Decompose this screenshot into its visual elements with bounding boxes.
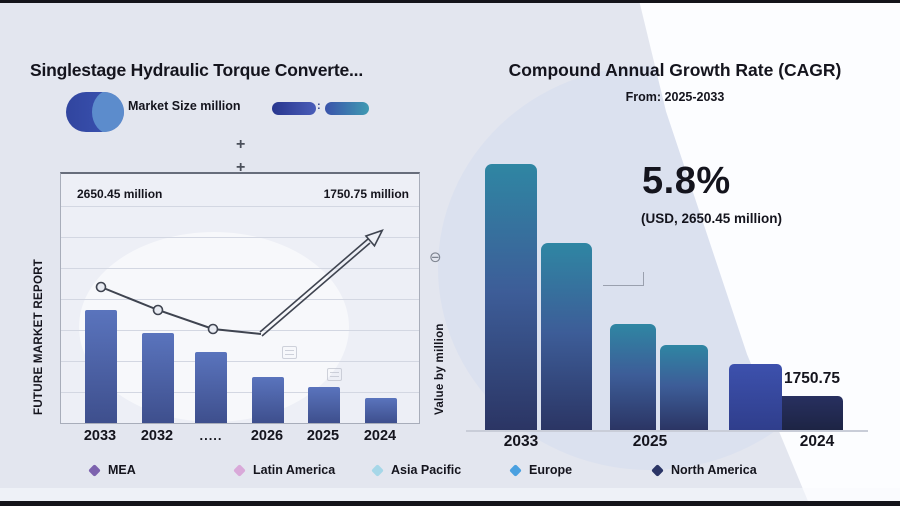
x-label-2032: 2032 bbox=[140, 428, 174, 444]
legend-diamond-icon bbox=[371, 463, 384, 477]
gridline bbox=[61, 206, 419, 207]
legend-diamond-icon bbox=[88, 463, 101, 477]
gridline bbox=[61, 361, 419, 362]
legend-diamond-icon bbox=[651, 463, 664, 477]
legend-item-mea: MEA bbox=[88, 463, 136, 477]
right-chart-baseline bbox=[466, 430, 868, 432]
legend-item-north-america: North America bbox=[651, 463, 757, 477]
legend-label: North America bbox=[671, 463, 757, 477]
cagr-bar-2024-a bbox=[729, 364, 782, 430]
legend-label: MEA bbox=[108, 463, 136, 477]
market-size-cylinder-icon bbox=[66, 92, 124, 132]
cagr-bar-2033-b bbox=[541, 243, 592, 430]
cagr-bar-2025-a bbox=[610, 324, 656, 430]
background-bottom-band bbox=[0, 488, 900, 501]
legend-diamond-icon bbox=[233, 463, 246, 477]
top-border-bar bbox=[0, 0, 900, 3]
step-bracket-shape bbox=[603, 272, 644, 286]
legend-diamond-icon bbox=[509, 463, 522, 477]
legend-label: Europe bbox=[529, 463, 573, 477]
market-size-chart-panel: 2650.45 million 1750.75 million bbox=[60, 172, 420, 424]
legend-item-asia-pacific: Asia Pacific bbox=[371, 463, 462, 477]
gridline bbox=[61, 330, 419, 331]
legend-item-latin-america: Latin America bbox=[233, 463, 336, 477]
right-chart-title: Compound Annual Growth Rate (CAGR) bbox=[508, 60, 842, 80]
bar-2033 bbox=[85, 310, 117, 423]
minus-circle-icon: ⊖ bbox=[429, 248, 442, 266]
table-watermark-icon bbox=[327, 368, 342, 381]
legend-label: Asia Pacific bbox=[391, 463, 462, 477]
x-label-dots: ..... bbox=[199, 428, 223, 443]
rx-label-2024: 2024 bbox=[799, 433, 835, 450]
gridline bbox=[61, 299, 419, 300]
bottom-border-bar bbox=[0, 501, 900, 506]
cagr-value: 5.8% bbox=[642, 160, 731, 202]
cagr-bar-2025-b bbox=[660, 345, 708, 430]
gridline bbox=[61, 392, 419, 393]
cylinder-cap-shape bbox=[92, 92, 124, 132]
gridline bbox=[61, 237, 419, 238]
trend-line-overlay bbox=[95, 229, 384, 337]
table-watermark-icon bbox=[282, 346, 297, 359]
bar-2032 bbox=[142, 333, 174, 423]
trend-arrow-icon bbox=[364, 229, 384, 248]
gridline bbox=[61, 268, 419, 269]
bar-2026 bbox=[252, 377, 284, 423]
right-chart-subtitle: From: 2025-2033 bbox=[625, 90, 725, 104]
x-label-2033: 2033 bbox=[83, 428, 117, 444]
rx-label-2033: 2033 bbox=[503, 433, 539, 450]
x-label-2024: 2024 bbox=[363, 428, 397, 444]
x-label-2025: 2025 bbox=[306, 428, 340, 444]
left-chart-title: Singlestage Hydraulic Torque Converte... bbox=[30, 60, 364, 80]
cagr-bar-2024-b bbox=[782, 396, 843, 430]
plus-icon: + bbox=[236, 136, 246, 153]
end-value-label: 1750.75 million bbox=[323, 187, 409, 201]
legend-label: Latin America bbox=[253, 463, 336, 477]
rx-label-2025: 2025 bbox=[632, 433, 668, 450]
value-by-million-axis-label: Value by million bbox=[434, 323, 446, 415]
plus-icon: + bbox=[236, 159, 246, 176]
cagr-note: (USD, 2650.45 million) bbox=[641, 211, 783, 226]
cagr-bar-2033-a bbox=[485, 164, 537, 430]
bar-2024 bbox=[365, 398, 397, 423]
start-value-label: 2650.45 million bbox=[77, 187, 163, 201]
legend-item-europe: Europe bbox=[509, 463, 573, 477]
future-market-report-axis-label: FUTURE MARKET REPORT bbox=[33, 258, 45, 415]
ratio-pill-left-icon bbox=[272, 102, 316, 115]
market-size-label: Market Size million bbox=[128, 99, 241, 113]
bar-dots bbox=[195, 352, 227, 423]
end-value-2024: 1750.75 bbox=[784, 370, 841, 387]
ratio-pill-right-icon bbox=[325, 102, 369, 115]
x-label-2026: 2026 bbox=[250, 428, 284, 444]
ratio-separator: : bbox=[317, 100, 321, 112]
bar-2025 bbox=[308, 387, 340, 423]
